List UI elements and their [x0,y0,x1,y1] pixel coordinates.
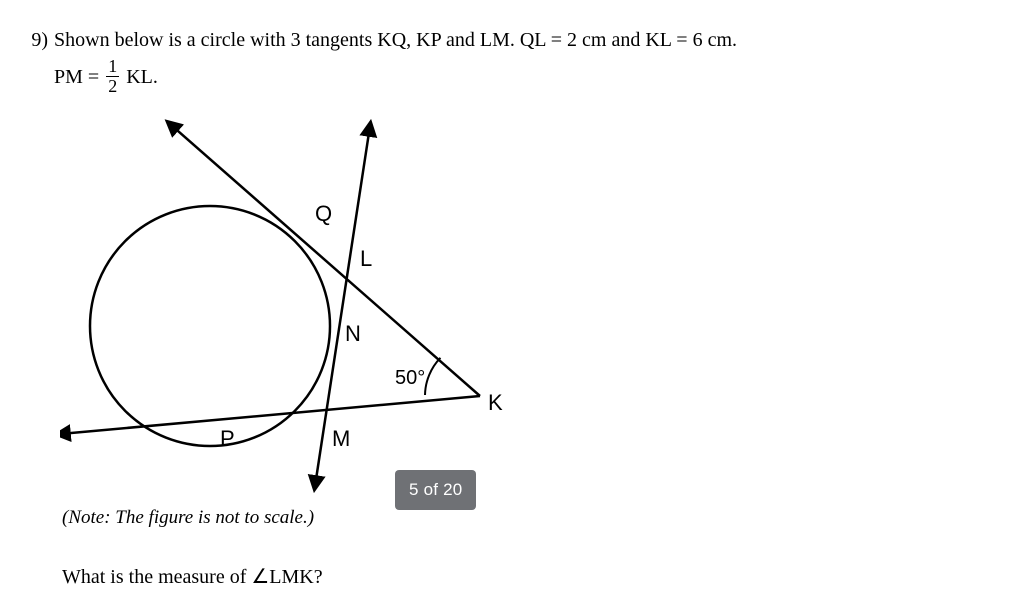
svg-text:K: K [488,390,503,415]
fraction-denominator: 2 [106,76,119,96]
question-line-1: Shown below is a circle with 3 tangents … [54,25,994,55]
question-line-2: PM = 12 KL. [54,59,994,98]
svg-text:P: P [220,426,235,451]
progress-badge: 5 of 20 [395,470,476,510]
geometry-svg: 50° Q L N K M P [60,116,520,496]
line2-pre: PM = [54,66,104,88]
figure: 50° Q L N K M P [60,116,520,496]
question-number: 9) [18,25,54,55]
fraction: 12 [106,57,119,96]
svg-text:M: M [332,426,350,451]
question-body: Shown below is a circle with 3 tangents … [54,25,994,592]
figure-note: (Note: The figure is not to scale.) [62,504,994,533]
question-row: 9) Shown below is a circle with 3 tangen… [18,25,994,592]
svg-text:N: N [345,321,361,346]
svg-text:L: L [360,246,372,271]
question-prompt: What is the measure of ∠LMK? [62,562,994,592]
svg-text:50°: 50° [395,367,425,389]
page: 9) Shown below is a circle with 3 tangen… [0,0,1024,609]
line2-post: KL. [121,66,158,88]
fraction-numerator: 1 [106,57,119,76]
svg-text:Q: Q [315,201,332,226]
